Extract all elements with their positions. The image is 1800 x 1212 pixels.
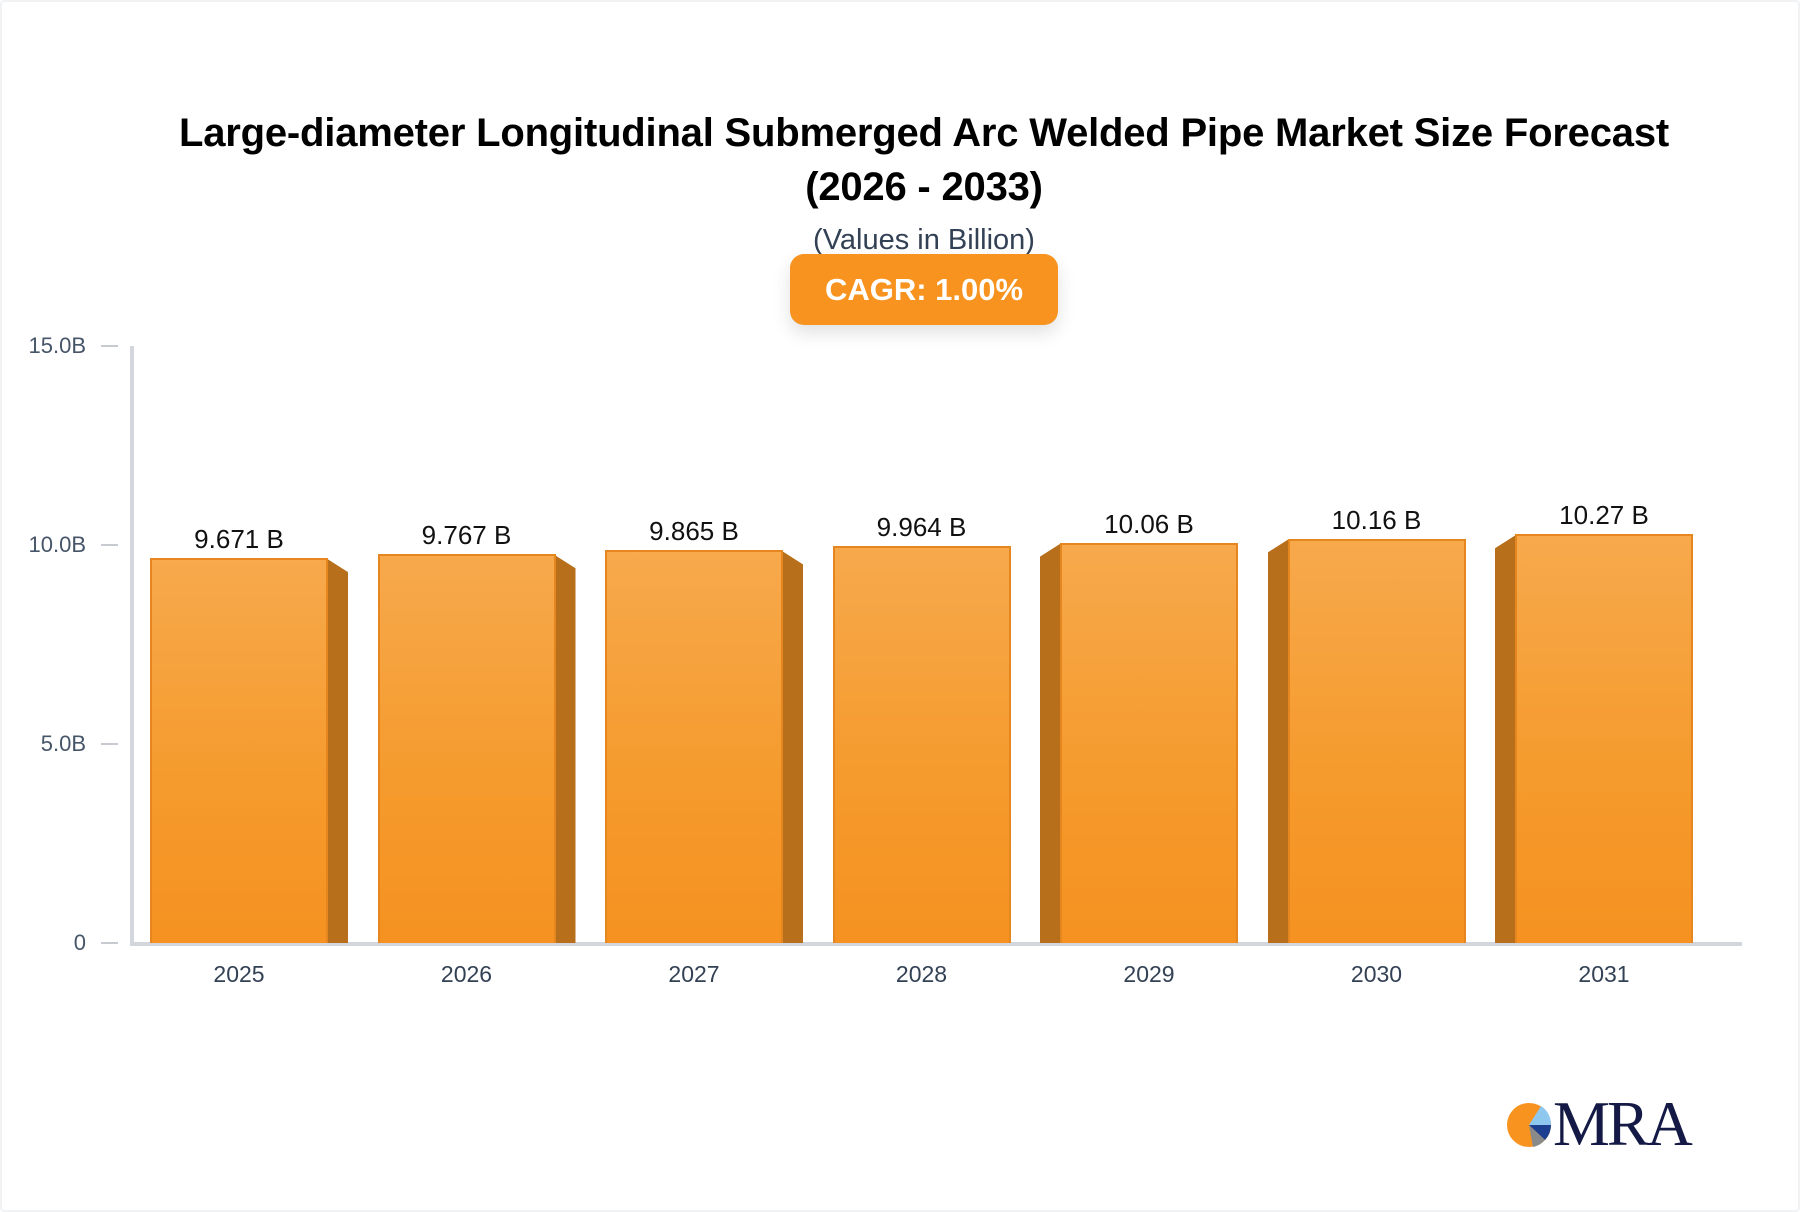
bar-value-label: 9.865 B xyxy=(649,516,739,547)
bar-front-face xyxy=(150,558,328,943)
bar-side-face xyxy=(553,554,576,943)
y-tick-mark xyxy=(101,743,118,745)
y-tick-mark xyxy=(101,544,118,546)
chart-title-line2: (2026 - 2033) xyxy=(805,165,1043,209)
logo-text: MRA xyxy=(1553,1088,1693,1159)
bar-front-face xyxy=(605,550,783,943)
bar-value-label: 9.964 B xyxy=(876,512,967,543)
y-axis-line xyxy=(130,346,134,946)
bar-value-label: 9.767 B xyxy=(421,520,512,551)
bar-value-label: 10.06 B xyxy=(1104,508,1194,539)
x-tick-label: 2027 xyxy=(668,961,720,987)
y-tick-label: 5.0B xyxy=(40,731,86,756)
bar-side-face xyxy=(1040,542,1062,943)
x-axis-line xyxy=(130,942,1742,946)
bar-side-face xyxy=(1267,538,1290,943)
chart-subtitle: (Values in Billion) xyxy=(813,224,1035,256)
bar-side-face xyxy=(326,558,348,943)
cagr-badge: CAGR: 1.00% xyxy=(790,254,1058,325)
bar-front-face xyxy=(1287,538,1466,943)
chart-title-line1: Large-diameter Longitudinal Submerged Ar… xyxy=(179,111,1669,155)
mra-logo: MRA xyxy=(1505,1092,1705,1156)
y-tick-mark xyxy=(101,345,118,347)
y-tick-label: 15.0B xyxy=(28,333,87,358)
bar-front-face xyxy=(377,554,556,943)
x-tick-label: 2025 xyxy=(213,961,265,987)
x-tick-label: 2031 xyxy=(1578,961,1630,987)
bar-value-label: 10.16 B xyxy=(1331,504,1422,535)
bar-value-label: 9.671 B xyxy=(194,524,284,555)
y-tick-mark xyxy=(101,942,118,944)
pie-logo-icon xyxy=(1507,1103,1552,1147)
bar-value-label: 10.27 B xyxy=(1559,500,1649,531)
bar-front-face xyxy=(1060,542,1238,943)
bar-side-face xyxy=(1495,534,1517,943)
x-tick-label: 2026 xyxy=(440,961,493,987)
x-tick-label: 2030 xyxy=(1350,961,1403,987)
bar-front-face xyxy=(832,546,1011,943)
bar-front-face xyxy=(1515,534,1693,943)
y-tick-label: 0 xyxy=(73,930,86,955)
y-tick-label: 10.0B xyxy=(28,532,87,557)
bar-side-face xyxy=(781,550,803,943)
x-tick-label: 2029 xyxy=(1123,961,1175,987)
x-tick-label: 2028 xyxy=(895,961,948,987)
